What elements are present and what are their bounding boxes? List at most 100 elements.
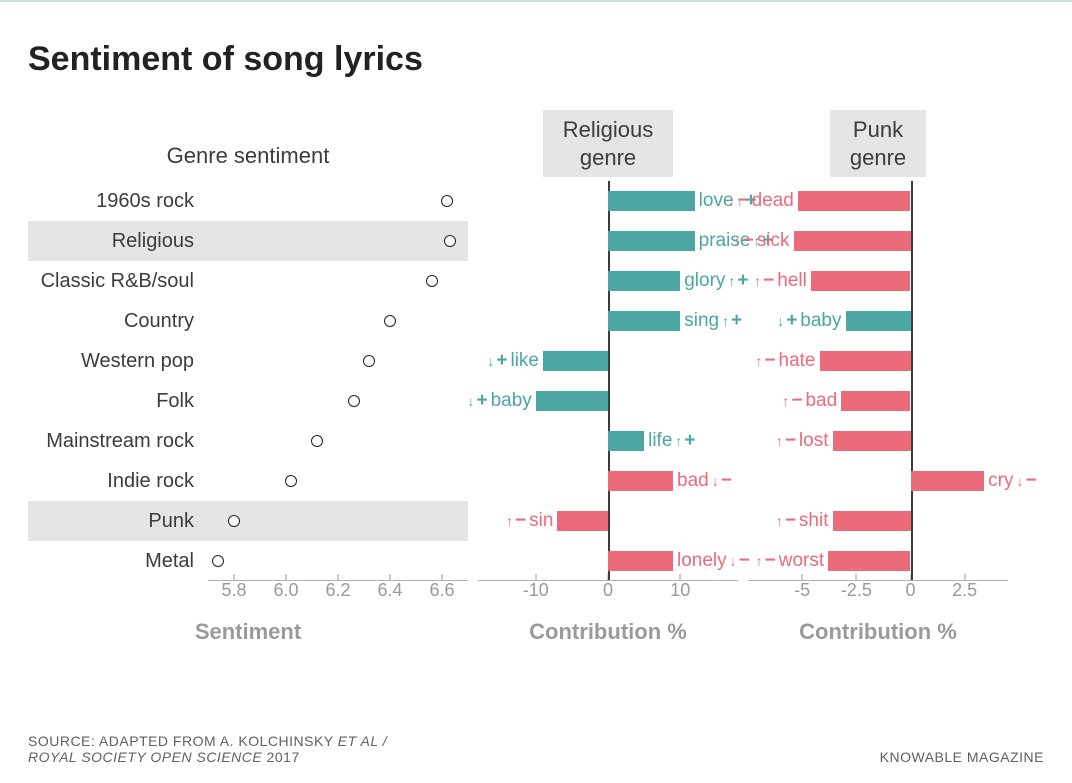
- contribution-bar: [557, 511, 608, 531]
- religious-panel-title: Religiousgenre: [543, 110, 674, 177]
- punk-bar-panel: Punkgenre -5-2.502.5 ↑−dead↑−sick↑−hell↓…: [748, 109, 1008, 645]
- genre-row: Metal: [28, 541, 468, 581]
- word-bar-row: ↓+baby: [748, 301, 1008, 341]
- word-label: sing↑+: [684, 310, 742, 332]
- word-bar-row: sing↑+: [478, 301, 738, 341]
- word-label: ↑−dead: [728, 190, 793, 212]
- genre-row: Folk: [28, 381, 468, 421]
- word-label: bad↓−: [677, 470, 732, 492]
- word-bar-row: love↑+: [478, 181, 738, 221]
- sentiment-dot: [426, 275, 438, 287]
- dot-chart-x-label: Sentiment: [28, 619, 468, 645]
- contribution-bar: [608, 431, 644, 451]
- contribution-bar: [794, 231, 911, 251]
- contribution-bar: [833, 511, 911, 531]
- word-label: lonely↓−: [677, 550, 750, 572]
- word-label: life↑+: [648, 430, 695, 452]
- dot-chart-x-axis: 5.8 6.0 6.2 6.4 6.6: [208, 580, 468, 608]
- figure-title: Sentiment of song lyrics: [28, 40, 1044, 79]
- word-bar-row: ↑−worst: [748, 541, 1008, 581]
- word-label: ↑−sin: [506, 510, 553, 532]
- genre-row: Western pop: [28, 341, 468, 381]
- x-tick-label: 10: [670, 580, 690, 601]
- x-tick-label: 6.2: [325, 580, 350, 601]
- religious-x-axis: -10010: [478, 580, 738, 608]
- genre-row: Indie rock: [28, 461, 468, 501]
- source-post: 2017: [262, 749, 300, 765]
- sentiment-dot: [363, 355, 375, 367]
- word-label: ↓+baby: [467, 390, 531, 412]
- word-label: ↑−shit: [776, 510, 829, 532]
- word-label: ↓+like: [487, 350, 539, 372]
- contribution-bar: [608, 231, 695, 251]
- contribution-bar: [608, 311, 680, 331]
- word-bar-row: glory↑+: [478, 261, 738, 301]
- genre-label: Punk: [28, 510, 202, 533]
- word-bar-row: ↑−bad: [748, 381, 1008, 421]
- word-bar-row: ↓+baby: [478, 381, 738, 421]
- religious-bar-panel: Religiousgenre -10010 love↑+praise↑+glor…: [478, 109, 738, 645]
- source-text: SOURCE: ADAPTED FROM A. KOLCHINSKY ET AL…: [28, 733, 387, 765]
- contribution-bar: [811, 271, 911, 291]
- contribution-bar: [798, 191, 911, 211]
- source-pre: SOURCE: ADAPTED FROM A. KOLCHINSKY: [28, 733, 338, 749]
- word-bar-row: bad↓−: [478, 461, 738, 501]
- genre-label: Religious: [28, 230, 202, 253]
- x-tick-label: 6.6: [429, 580, 454, 601]
- word-bar-row: cry↓−: [748, 461, 1008, 501]
- word-label: ↑−worst: [756, 550, 825, 572]
- word-bar-row: ↑−sin: [478, 501, 738, 541]
- word-bar-row: ↑−shit: [748, 501, 1008, 541]
- punk-x-axis: -5-2.502.5: [748, 580, 1008, 608]
- credit-text: KNOWABLE MAGAZINE: [880, 749, 1044, 765]
- genre-row: 1960s rock: [28, 181, 468, 221]
- genre-label: 1960s rock: [28, 190, 202, 213]
- punk-panel-title: Punkgenre: [830, 110, 926, 177]
- genre-label: Country: [28, 310, 202, 333]
- contribution-bar: [828, 551, 910, 571]
- word-bar-row: life↑+: [478, 421, 738, 461]
- word-bar-row: ↑−dead: [748, 181, 1008, 221]
- word-bar-row: ↓+like: [478, 341, 738, 381]
- contribution-bar: [846, 311, 911, 331]
- contribution-bar: [911, 471, 985, 491]
- sentiment-dot: [311, 435, 323, 447]
- contribution-bar: [536, 391, 608, 411]
- contribution-bar: [608, 551, 673, 571]
- contribution-bar: [841, 391, 910, 411]
- punk-bar-plot: -5-2.502.5 ↑−dead↑−sick↑−hell↓+baby↑−hat…: [748, 181, 1008, 581]
- x-tick-label: 5.8: [221, 580, 246, 601]
- dot-chart-plot: 5.86.06.26.46.6 1960s rockReligiousClass…: [208, 181, 468, 581]
- x-tick-label: 6.4: [377, 580, 402, 601]
- word-bar-row: ↑−hell: [748, 261, 1008, 301]
- word-label: glory↑+: [684, 270, 748, 292]
- genre-row: Mainstream rock: [28, 421, 468, 461]
- x-tick-label: 0: [905, 580, 915, 601]
- sentiment-dot: [441, 195, 453, 207]
- sentiment-dot: [228, 515, 240, 527]
- figure-container: Sentiment of song lyrics Genre sentiment…: [0, 0, 1072, 783]
- genre-label: Western pop: [28, 350, 202, 373]
- x-tick-label: 6.0: [273, 580, 298, 601]
- contribution-bar: [608, 471, 673, 491]
- x-tick-label: 0: [603, 580, 613, 601]
- punk-x-label: Contribution %: [748, 619, 1008, 645]
- contribution-bar: [820, 351, 911, 371]
- word-label: ↑−sick: [734, 230, 790, 252]
- contribution-bar: [608, 191, 695, 211]
- genre-row: Religious: [28, 221, 468, 261]
- sentiment-dot: [285, 475, 297, 487]
- genre-row: Classic R&B/soul: [28, 261, 468, 301]
- word-label: ↑−hell: [754, 270, 807, 292]
- sentiment-dot: [384, 315, 396, 327]
- word-label: cry↓−: [988, 470, 1036, 492]
- word-label: ↑−lost: [776, 430, 829, 452]
- word-bar-row: ↑−hate: [748, 341, 1008, 381]
- contribution-bar: [543, 351, 608, 371]
- figure-footer: SOURCE: ADAPTED FROM A. KOLCHINSKY ET AL…: [28, 733, 1044, 765]
- religious-bar-plot: -10010 love↑+praise↑+glory↑+sing↑+↓+like…: [478, 181, 738, 581]
- word-bar-row: praise↑+: [478, 221, 738, 261]
- word-label: ↑−hate: [755, 350, 815, 372]
- contribution-bar: [608, 271, 680, 291]
- genre-row: Punk: [28, 501, 468, 541]
